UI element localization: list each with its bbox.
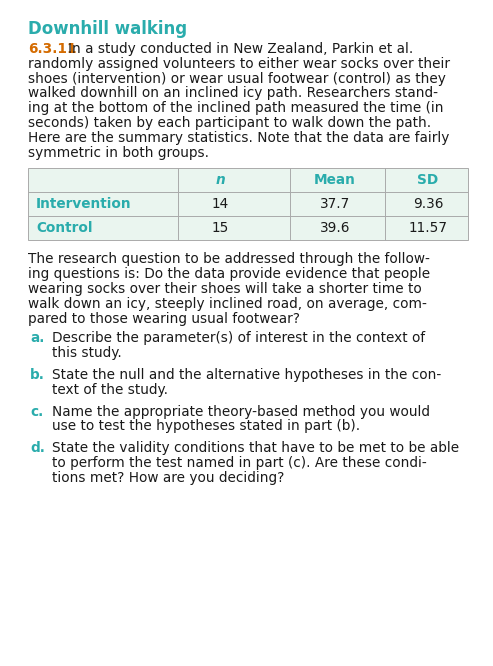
Text: to perform the test named in part (c). Are these condi-: to perform the test named in part (c). A… [52,456,427,470]
Text: tions met? How are you deciding?: tions met? How are you deciding? [52,471,284,485]
Text: 11.57: 11.57 [409,221,448,235]
Text: wearing socks over their shoes will take a shorter time to: wearing socks over their shoes will take… [28,282,422,296]
Text: shoes (intervention) or wear usual footwear (control) as they: shoes (intervention) or wear usual footw… [28,72,446,86]
Text: walked downhill on an inclined icy path. Researchers stand-: walked downhill on an inclined icy path.… [28,87,438,101]
Text: In a study conducted in New Zealand, Parkin et al.: In a study conducted in New Zealand, Par… [68,42,413,56]
Text: 39.6: 39.6 [320,221,350,235]
Text: State the null and the alternative hypotheses in the con-: State the null and the alternative hypot… [52,368,441,382]
Text: Intervention: Intervention [36,197,132,211]
Text: Downhill walking: Downhill walking [28,20,187,38]
Text: 14: 14 [211,197,229,211]
Text: pared to those wearing usual footwear?: pared to those wearing usual footwear? [28,312,300,326]
Text: randomly assigned volunteers to either wear socks over their: randomly assigned volunteers to either w… [28,57,450,71]
Text: 37.7: 37.7 [320,197,350,211]
Text: Describe the parameter(s) of interest in the context of: Describe the parameter(s) of interest in… [52,332,425,346]
Text: use to test the hypotheses stated in part (b).: use to test the hypotheses stated in par… [52,420,360,434]
Bar [28,168,468,240]
Text: Here are the summary statistics. Note that the data are fairly: Here are the summary statistics. Note th… [28,131,450,145]
Text: d.: d. [30,441,45,455]
Text: 6.3.11: 6.3.11 [28,42,76,56]
Text: a.: a. [30,332,44,346]
Text: State the validity conditions that have to be met to be able: State the validity conditions that have … [52,441,459,455]
Text: 15: 15 [211,221,229,235]
Text: symmetric in both groups.: symmetric in both groups. [28,146,209,160]
Text: Control: Control [36,221,93,235]
Text: this study.: this study. [52,346,122,360]
Text: seconds) taken by each participant to walk down the path.: seconds) taken by each participant to wa… [28,116,431,130]
Text: ing questions is: Do the data provide evidence that people: ing questions is: Do the data provide ev… [28,267,430,281]
Text: The research question to be addressed through the follow-: The research question to be addressed th… [28,252,430,266]
Text: SD: SD [418,173,439,187]
Text: 9.36: 9.36 [413,197,443,211]
Text: text of the study.: text of the study. [52,383,168,397]
Text: Name the appropriate theory-based method you would: Name the appropriate theory-based method… [52,405,430,419]
Text: n: n [215,173,225,187]
Text: ing at the bottom of the inclined path measured the time (in: ing at the bottom of the inclined path m… [28,101,444,115]
Text: Mean: Mean [314,173,356,187]
Text: c.: c. [30,405,43,419]
Text: b.: b. [30,368,45,382]
Text: walk down an icy, steeply inclined road, on average, com-: walk down an icy, steeply inclined road,… [28,297,427,311]
